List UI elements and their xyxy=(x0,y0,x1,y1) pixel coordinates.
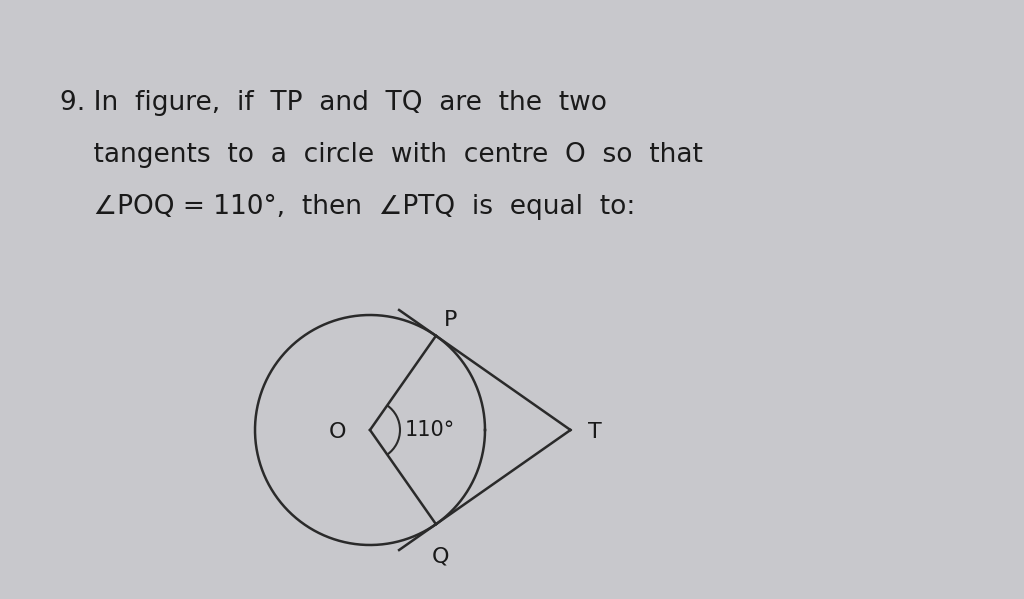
Text: Q: Q xyxy=(432,546,450,566)
Text: O: O xyxy=(330,422,347,442)
Text: tangents  to  a  circle  with  centre  O  so  that: tangents to a circle with centre O so th… xyxy=(60,142,702,168)
Text: ∠POQ = 110°,  then  ∠PTQ  is  equal  to:: ∠POQ = 110°, then ∠PTQ is equal to: xyxy=(60,194,635,220)
Text: 9. In  figure,  if  TP  and  TQ  are  the  two: 9. In figure, if TP and TQ are the two xyxy=(60,90,607,116)
Text: T: T xyxy=(589,422,602,442)
Text: P: P xyxy=(444,310,458,330)
Text: 110°: 110° xyxy=(406,420,456,440)
